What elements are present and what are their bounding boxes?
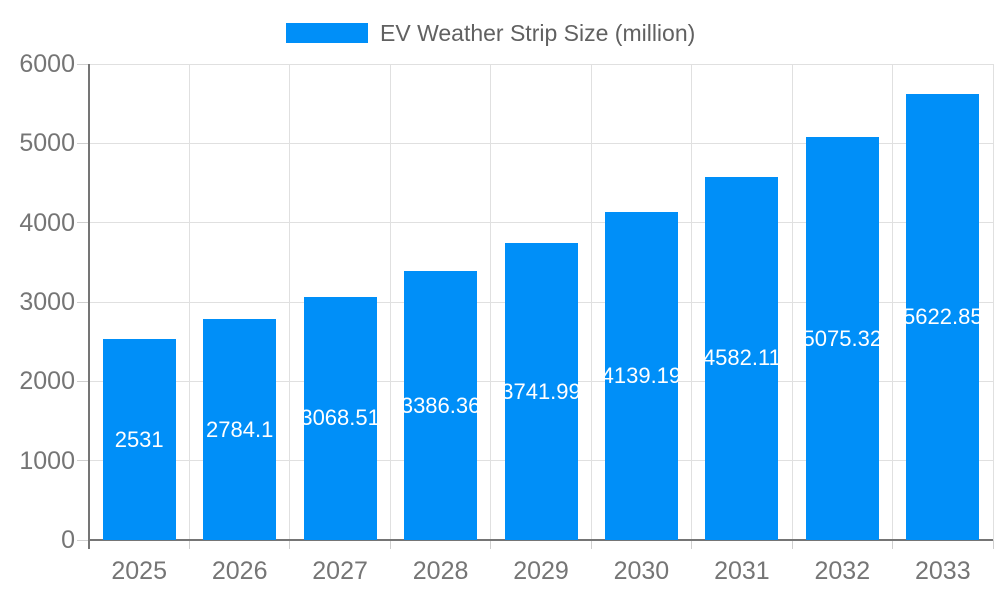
x-tick [892, 540, 894, 549]
v-gridline [590, 64, 592, 540]
y-tick-label: 2000 [19, 367, 75, 396]
v-gridline [389, 64, 391, 540]
bar-2033[interactable]: 5622.85 [906, 93, 980, 540]
x-tick [188, 540, 190, 549]
bar-value-label: 4139.19 [604, 362, 678, 388]
bar-2031[interactable]: 4582.11 [705, 176, 779, 540]
x-tick-label-2029: 2029 [513, 557, 569, 585]
y-tick-label: 3000 [19, 288, 75, 316]
y-tick [77, 539, 89, 541]
bar-2026[interactable]: 2784.1 [203, 319, 277, 540]
x-tick [791, 540, 793, 549]
v-gridline [892, 64, 894, 540]
x-tick [590, 540, 592, 549]
y-tick [77, 301, 89, 303]
v-gridline [992, 64, 994, 540]
bar-2030[interactable]: 4139.19 [604, 211, 678, 540]
x-tick-label-2027: 2027 [312, 557, 368, 585]
v-gridline [289, 64, 291, 540]
bar-value-label: 3068.51 [303, 405, 377, 431]
x-tick-label-2026: 2026 [211, 557, 268, 585]
h-gridline [89, 142, 993, 144]
h-gridline [89, 63, 993, 65]
y-tick [77, 380, 89, 382]
v-gridline [188, 64, 190, 540]
bar-value-label: 3741.99 [504, 378, 578, 404]
bar-2029[interactable]: 3741.99 [504, 243, 578, 540]
bar-value-label: 3386.36 [404, 392, 478, 418]
x-tick [289, 540, 291, 549]
legend[interactable]: EV Weather Strip Size (million) [286, 21, 695, 45]
y-tick-label: 6000 [19, 50, 75, 78]
x-axis-line [89, 539, 993, 541]
x-tick-label-2031: 2031 [714, 557, 770, 585]
y-tick [77, 460, 89, 462]
x-tick [691, 540, 693, 549]
bar-value-label: 2784.1 [206, 416, 274, 442]
x-tick-label-2025: 2025 [111, 557, 167, 585]
bar-value-label: 5622.85 [906, 303, 980, 329]
v-gridline [490, 64, 492, 540]
y-tick [77, 142, 89, 144]
legend-label: EV Weather Strip Size (million) [380, 20, 696, 46]
x-tick [389, 540, 391, 549]
x-tick-label-2030: 2030 [613, 557, 670, 585]
legend-swatch [286, 23, 368, 43]
bar-value-label: 4582.11 [705, 345, 779, 371]
y-tick-label: 4000 [19, 208, 75, 237]
y-tick-label: 5000 [19, 129, 75, 158]
bar-2025[interactable]: 2531 [102, 339, 176, 540]
x-tick-label-2028: 2028 [412, 557, 469, 585]
x-tick-label-2033: 2033 [914, 557, 971, 585]
bar-2028[interactable]: 3386.36 [404, 271, 478, 540]
y-tick [77, 222, 89, 224]
v-gridline [791, 64, 793, 540]
bar-value-label: 2531 [114, 426, 164, 452]
y-tick-label: 1000 [19, 446, 75, 475]
bar-2032[interactable]: 5075.32 [805, 137, 879, 540]
v-gridline [691, 64, 693, 540]
x-tick [992, 540, 994, 549]
x-tick-label-2032: 2032 [814, 557, 871, 585]
h-gridline [89, 222, 993, 224]
y-tick-label: 0 [61, 526, 75, 554]
bar-value-label: 5075.32 [805, 325, 879, 351]
y-tick [77, 63, 89, 65]
x-tick [490, 540, 492, 549]
y-axis-line [88, 64, 90, 549]
bar-2027[interactable]: 3068.51 [303, 296, 377, 540]
